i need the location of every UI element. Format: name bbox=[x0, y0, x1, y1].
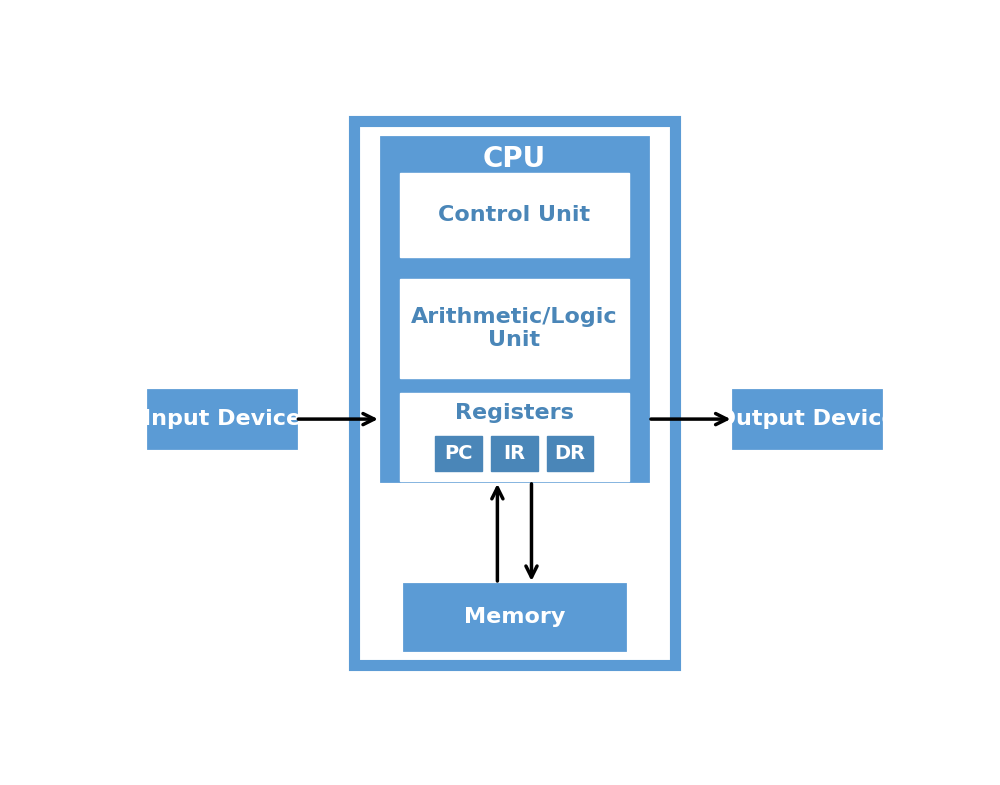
Bar bbox=[491, 436, 538, 471]
Bar bbox=[435, 436, 482, 471]
Bar bbox=[400, 279, 629, 378]
Text: Arithmetic/Logic
Unit: Arithmetic/Logic Unit bbox=[411, 307, 618, 350]
Text: Memory: Memory bbox=[464, 607, 565, 627]
Bar bbox=[400, 393, 629, 481]
Text: PC: PC bbox=[444, 444, 473, 463]
Bar bbox=[148, 390, 296, 447]
Text: DR: DR bbox=[555, 444, 586, 463]
Bar bbox=[733, 390, 881, 447]
Text: Control Unit: Control Unit bbox=[438, 205, 590, 225]
Bar bbox=[354, 122, 675, 666]
Bar bbox=[381, 137, 648, 481]
Bar bbox=[400, 173, 629, 257]
Text: Registers: Registers bbox=[455, 403, 574, 423]
Bar bbox=[547, 436, 593, 471]
Bar bbox=[404, 584, 625, 650]
Text: CPU: CPU bbox=[483, 145, 546, 173]
Text: Input Device: Input Device bbox=[143, 409, 301, 429]
Text: Output Device: Output Device bbox=[717, 409, 897, 429]
Text: IR: IR bbox=[503, 444, 526, 463]
